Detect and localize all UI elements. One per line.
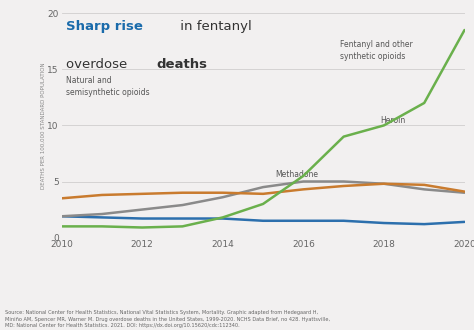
Text: Natural and
semisynthetic opioids: Natural and semisynthetic opioids xyxy=(65,76,149,97)
Text: Fentanyl and other
synthetic opioids: Fentanyl and other synthetic opioids xyxy=(339,40,412,61)
Text: Sharp rise: Sharp rise xyxy=(65,20,143,33)
Text: overdose: overdose xyxy=(65,58,131,71)
Text: deaths: deaths xyxy=(156,58,207,71)
Text: in fentanyl: in fentanyl xyxy=(176,20,252,33)
Text: Methadone: Methadone xyxy=(275,170,318,179)
Text: Heroin: Heroin xyxy=(380,116,405,125)
Y-axis label: DEATHS PER 100,000 STANDARD POPULATION: DEATHS PER 100,000 STANDARD POPULATION xyxy=(41,62,46,189)
Text: Source: National Center for Health Statistics, National Vital Statistics System,: Source: National Center for Health Stati… xyxy=(5,310,330,328)
